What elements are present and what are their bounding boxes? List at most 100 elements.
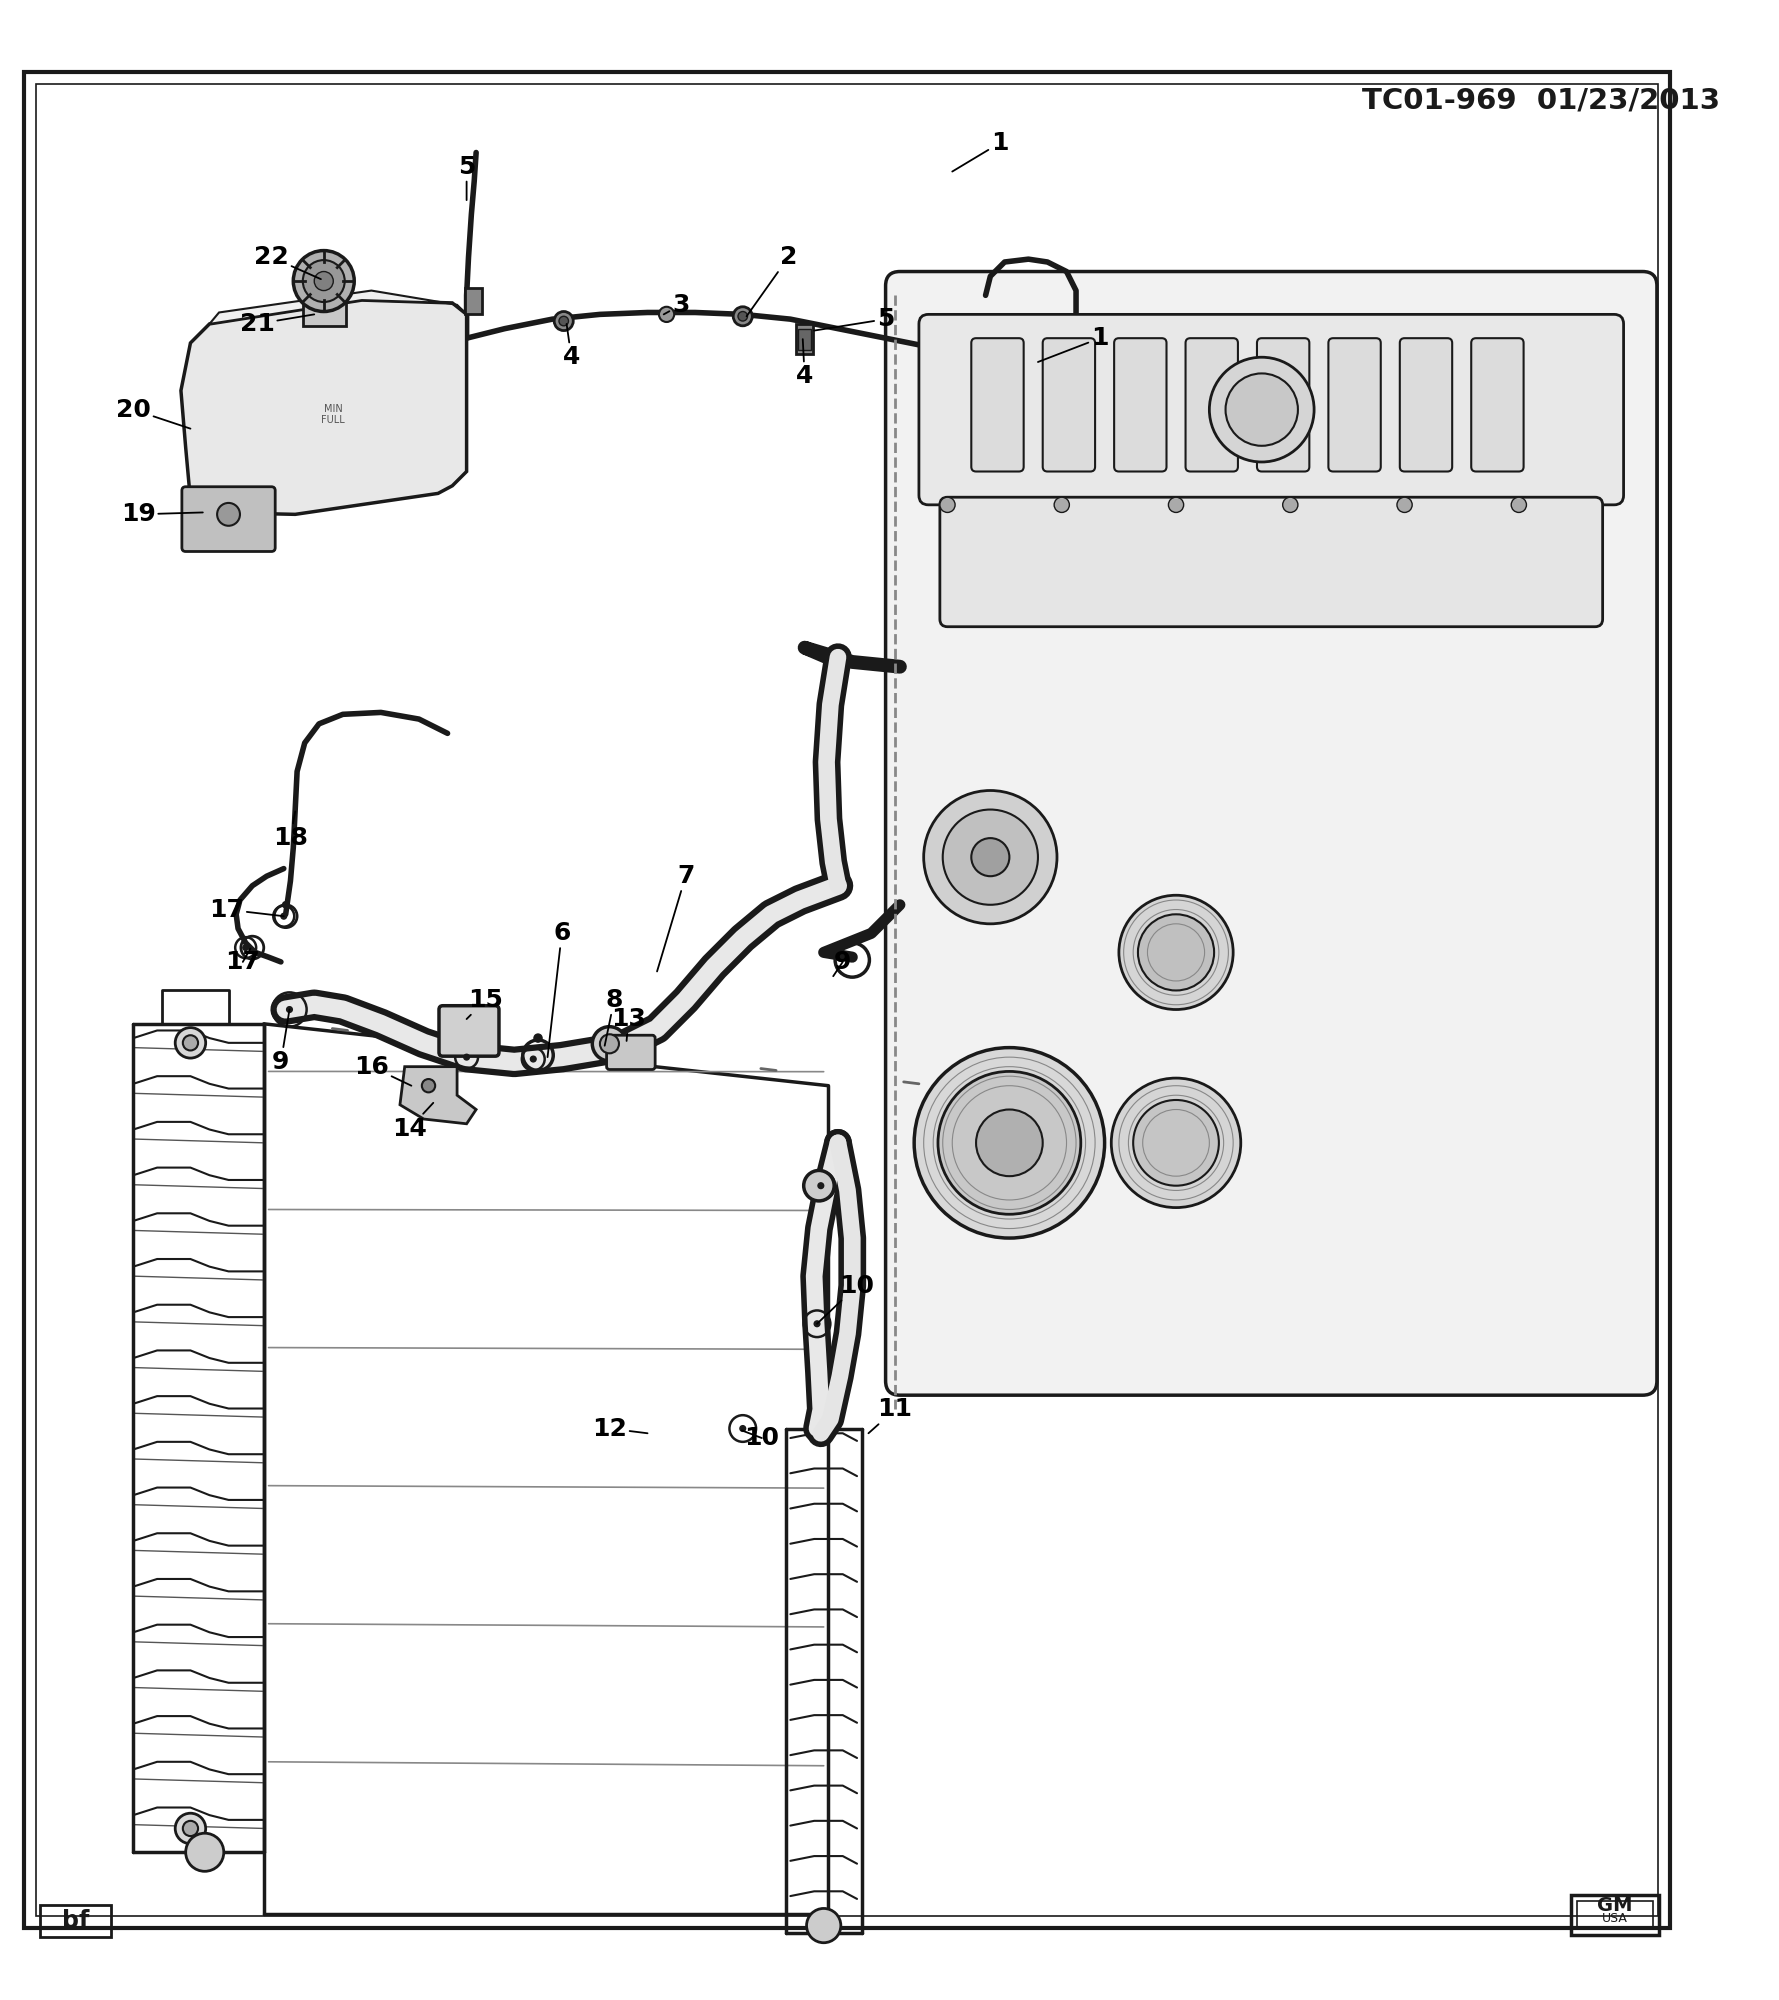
Circle shape <box>806 1908 841 1942</box>
Text: 10: 10 <box>742 1426 779 1450</box>
Circle shape <box>1397 498 1413 512</box>
Text: TC01-969  01/23/2013: TC01-969 01/23/2013 <box>1361 86 1720 114</box>
Text: 12: 12 <box>592 1416 648 1440</box>
Text: 4: 4 <box>795 340 813 388</box>
FancyBboxPatch shape <box>607 1036 655 1070</box>
Circle shape <box>185 1834 224 1872</box>
Circle shape <box>733 306 753 326</box>
FancyBboxPatch shape <box>1471 338 1523 472</box>
Text: 6: 6 <box>548 922 571 1058</box>
Circle shape <box>1055 498 1069 512</box>
Text: 13: 13 <box>610 1008 646 1040</box>
Text: 7: 7 <box>656 864 694 972</box>
Text: 17: 17 <box>226 948 260 974</box>
Circle shape <box>555 312 573 330</box>
Text: 14: 14 <box>391 1102 434 1140</box>
Circle shape <box>315 272 333 290</box>
Circle shape <box>738 312 747 322</box>
FancyBboxPatch shape <box>1185 338 1238 472</box>
Text: 9: 9 <box>272 1010 290 1074</box>
FancyBboxPatch shape <box>1258 338 1309 472</box>
Circle shape <box>815 1320 820 1326</box>
Circle shape <box>740 1426 745 1432</box>
FancyBboxPatch shape <box>939 498 1603 626</box>
FancyBboxPatch shape <box>1329 338 1381 472</box>
Circle shape <box>914 1048 1105 1238</box>
Circle shape <box>1226 374 1299 446</box>
Text: 10: 10 <box>817 1274 875 1324</box>
Text: 19: 19 <box>121 502 203 526</box>
Circle shape <box>174 1028 206 1058</box>
Circle shape <box>1112 1078 1240 1208</box>
FancyBboxPatch shape <box>920 314 1624 504</box>
Bar <box>795 324 813 354</box>
Circle shape <box>302 260 345 302</box>
Text: GM: GM <box>1598 1896 1633 1916</box>
Bar <box>302 288 345 326</box>
Text: 9: 9 <box>833 950 852 976</box>
Text: 21: 21 <box>240 312 315 336</box>
Circle shape <box>530 1056 535 1062</box>
Text: 3: 3 <box>664 292 690 316</box>
Text: 18: 18 <box>272 812 308 850</box>
Text: 20: 20 <box>116 398 190 428</box>
Circle shape <box>534 1034 543 1042</box>
Circle shape <box>804 1170 834 1200</box>
Text: USA: USA <box>1603 1912 1628 1926</box>
Bar <box>39 1904 112 1938</box>
Circle shape <box>281 914 286 920</box>
Circle shape <box>183 1036 197 1050</box>
FancyBboxPatch shape <box>1042 338 1096 472</box>
Text: 1: 1 <box>1037 326 1108 362</box>
Bar <box>799 328 811 350</box>
FancyBboxPatch shape <box>181 486 276 552</box>
Polygon shape <box>181 300 466 514</box>
Circle shape <box>559 316 569 326</box>
Circle shape <box>1139 914 1213 990</box>
Circle shape <box>422 1080 436 1092</box>
FancyBboxPatch shape <box>1114 338 1167 472</box>
Circle shape <box>217 502 240 526</box>
Circle shape <box>1510 498 1526 512</box>
Text: 5: 5 <box>457 154 475 200</box>
Circle shape <box>939 498 955 512</box>
FancyBboxPatch shape <box>886 272 1656 1396</box>
Text: 8: 8 <box>605 988 623 1046</box>
Circle shape <box>818 1182 824 1188</box>
Circle shape <box>600 1034 619 1054</box>
Circle shape <box>943 810 1037 904</box>
Text: 16: 16 <box>354 1054 411 1086</box>
Text: 5: 5 <box>815 308 895 332</box>
Text: 1: 1 <box>952 130 1009 172</box>
Text: 17: 17 <box>210 898 285 922</box>
Text: MIN
FULL: MIN FULL <box>322 404 345 426</box>
Polygon shape <box>210 290 466 324</box>
Circle shape <box>1133 1100 1219 1186</box>
Circle shape <box>938 1072 1082 1214</box>
Circle shape <box>1283 498 1299 512</box>
Circle shape <box>658 306 674 322</box>
FancyBboxPatch shape <box>1400 338 1452 472</box>
Bar <box>1576 1900 1653 1930</box>
Circle shape <box>286 1006 292 1012</box>
Circle shape <box>464 1054 470 1060</box>
Circle shape <box>183 1820 197 1836</box>
Circle shape <box>923 790 1057 924</box>
Circle shape <box>971 838 1009 876</box>
FancyBboxPatch shape <box>439 1006 498 1056</box>
Circle shape <box>1210 358 1315 462</box>
Text: 11: 11 <box>868 1398 913 1434</box>
Circle shape <box>977 1110 1042 1176</box>
Bar <box>464 288 482 314</box>
Polygon shape <box>400 1066 477 1124</box>
Text: 22: 22 <box>254 246 320 280</box>
Bar <box>1571 1896 1658 1936</box>
Text: 15: 15 <box>466 988 503 1020</box>
Circle shape <box>1119 896 1233 1010</box>
Circle shape <box>242 944 249 950</box>
Text: 2: 2 <box>747 246 797 316</box>
Text: 4: 4 <box>562 324 580 370</box>
Circle shape <box>281 900 290 908</box>
Circle shape <box>1169 498 1183 512</box>
Circle shape <box>174 1814 206 1844</box>
